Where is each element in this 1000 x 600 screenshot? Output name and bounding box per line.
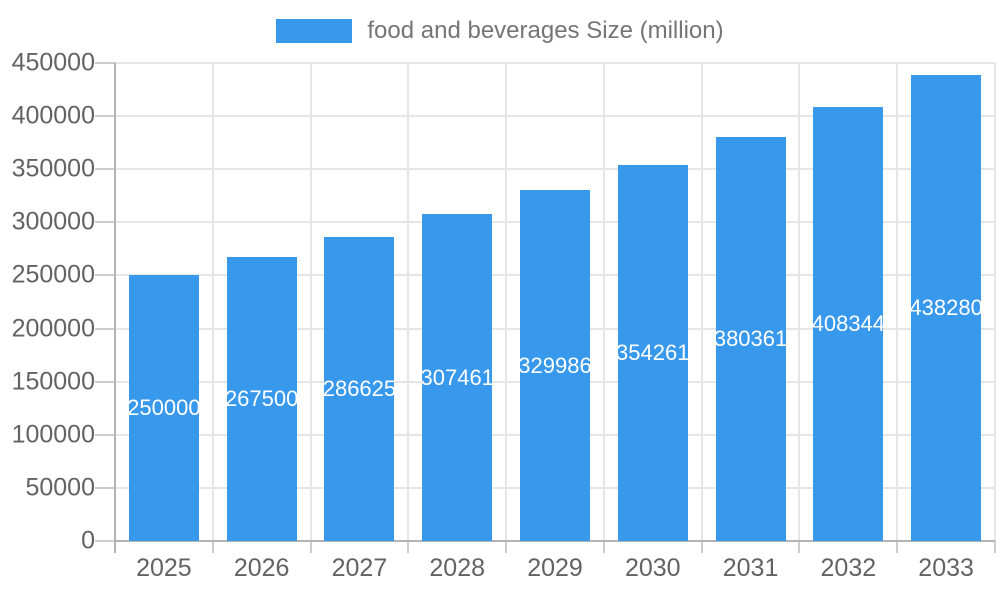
x-tick-mark	[309, 541, 312, 553]
bar-2030	[617, 164, 688, 541]
y-gridline	[115, 115, 995, 118]
y-tick-mark	[95, 168, 115, 171]
x-gridline	[211, 63, 214, 541]
x-tick-mark	[505, 541, 508, 553]
y-tick-mark	[95, 380, 115, 383]
bar-value-label: 354261	[616, 339, 690, 365]
y-tick-mark	[95, 540, 115, 542]
y-axis-tick-label: 50000	[25, 473, 95, 502]
x-gridline	[407, 63, 410, 541]
y-axis-tick-label: 250000	[11, 260, 95, 289]
bar-2033	[911, 75, 982, 541]
x-axis-line	[115, 540, 995, 542]
bar-2025	[128, 275, 199, 541]
x-gridline	[505, 63, 508, 541]
y-tick-mark	[95, 433, 115, 436]
y-axis-tick-label: 350000	[11, 154, 95, 183]
y-axis-tick-label: 100000	[11, 420, 95, 449]
bar-value-label: 408344	[811, 311, 886, 337]
y-axis-tick-label: 300000	[11, 207, 95, 236]
x-tick-mark	[994, 541, 996, 553]
y-tick-mark	[95, 327, 115, 330]
y-axis-tick-label: 450000	[11, 48, 95, 77]
x-axis-tick-label: 2030	[624, 554, 681, 582]
x-gridline	[798, 63, 801, 541]
y-axis-tick-label: 0	[81, 526, 95, 555]
x-axis-tick-label: 2031	[722, 554, 779, 582]
legend-label: food and beverages Size (million)	[367, 17, 724, 44]
y-tick-mark	[95, 486, 115, 489]
y-tick-mark	[95, 62, 115, 64]
x-tick-mark	[602, 541, 605, 553]
bar-value-label: 250000	[127, 395, 201, 421]
legend: food and beverages Size (million)	[0, 17, 1000, 45]
y-tick-mark	[95, 115, 115, 118]
y-tick-mark	[95, 221, 115, 224]
x-axis-tick-label: 2029	[527, 554, 583, 582]
bar-value-label: 307461	[420, 364, 494, 390]
bar-value-label: 286625	[322, 375, 397, 401]
y-gridline	[115, 62, 995, 64]
bar-2029	[520, 190, 590, 541]
x-gridline	[994, 63, 996, 541]
y-gridline	[115, 168, 995, 171]
bar-value-label: 267500	[224, 385, 299, 411]
y-axis-line	[114, 63, 116, 553]
x-axis-tick-label: 2025	[136, 554, 192, 582]
x-tick-mark	[798, 541, 801, 553]
x-axis-tick-label: 2033	[918, 554, 974, 582]
legend-swatch	[276, 19, 353, 43]
x-tick-mark	[700, 541, 703, 553]
x-tick-mark	[211, 541, 214, 553]
y-axis-tick-label: 400000	[11, 101, 95, 130]
bar-value-label: 329986	[518, 352, 592, 378]
x-axis-tick-label: 2032	[820, 554, 877, 582]
x-axis-tick-label: 2028	[429, 554, 486, 582]
x-gridline	[700, 63, 703, 541]
bar-2032	[813, 107, 884, 541]
y-axis-tick-label: 200000	[11, 314, 95, 343]
bar-2028	[422, 214, 493, 541]
bar-2027	[324, 236, 395, 541]
x-gridline	[602, 63, 605, 541]
x-axis-tick-label: 2027	[331, 554, 388, 582]
bar-value-label: 380361	[713, 325, 788, 351]
bar-2026	[226, 256, 297, 541]
y-tick-mark	[95, 274, 115, 277]
x-tick-mark	[407, 541, 410, 553]
y-axis-tick-label: 150000	[11, 367, 95, 396]
bar-2031	[715, 136, 786, 541]
x-gridline	[896, 63, 899, 541]
x-axis-tick-label: 2026	[233, 554, 290, 582]
x-tick-mark	[896, 541, 899, 553]
x-gridline	[309, 63, 312, 541]
bar-value-label: 438280	[909, 295, 983, 321]
